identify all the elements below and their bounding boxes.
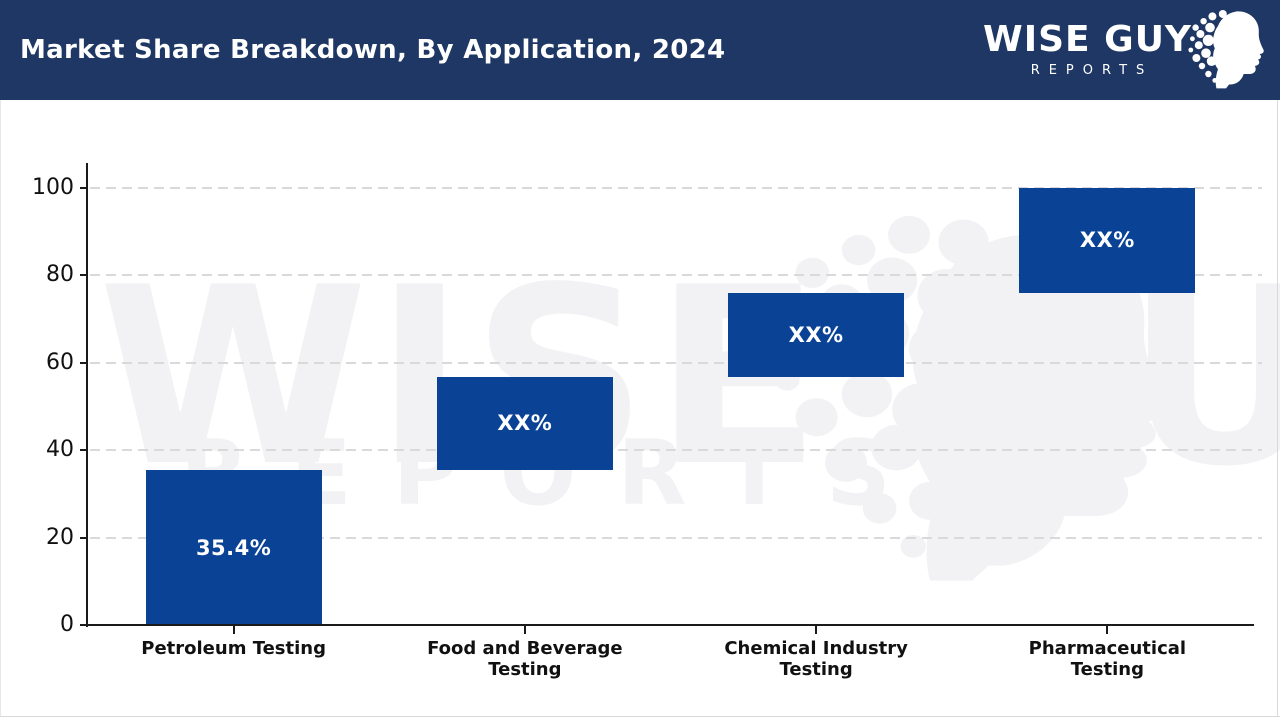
gridline-40 (90, 449, 1262, 451)
gridline-20 (90, 536, 1262, 539)
page-border-bottom (0, 716, 1280, 717)
y-tick-label: 0 (60, 612, 74, 637)
y-tick (80, 274, 88, 276)
x-tick (523, 626, 526, 634)
y-tick-label: 60 (46, 349, 74, 375)
page-border-left (0, 100, 1, 716)
x-category-label: Petroleum Testing (141, 638, 326, 659)
x-category-label: Chemical Industry Testing (724, 638, 908, 680)
bar-1 (145, 470, 322, 625)
y-tick (80, 624, 88, 626)
gridline-80 (90, 274, 1262, 276)
y-tick (80, 449, 88, 451)
x-tick (232, 626, 235, 634)
x-tick (1106, 626, 1109, 634)
y-tick-label: 20 (46, 524, 74, 550)
bar-value-label: XX% (497, 411, 553, 436)
bar-4 (1019, 187, 1196, 294)
x-tick (815, 626, 818, 634)
x-axis (86, 624, 1254, 626)
y-tick-label: 40 (46, 437, 74, 462)
y-tick (80, 186, 88, 189)
watermark-face-icon (774, 215, 1171, 581)
page-border-right (1277, 100, 1278, 716)
bar-2 (436, 376, 613, 471)
y-tick (80, 536, 88, 539)
bar-value-label: XX% (788, 322, 844, 347)
gridline-60 (90, 361, 1262, 364)
header-bar: Market Share Breakdown, By Application, … (0, 0, 1280, 100)
logo-subtext: REPORTS (1030, 63, 1154, 78)
bar-3 (728, 293, 905, 377)
page-title: Market Share Breakdown, By Application, … (20, 35, 726, 65)
logo-text: WISE GUY REPORTS (982, 19, 1192, 79)
x-category-label: Pharmaceutical Testing (1028, 638, 1187, 680)
y-tick-label: 100 (32, 174, 74, 200)
wiseguy-logo: WISE GUY REPORTS (983, 6, 1266, 94)
x-category-label: Food and Beverage Testing (427, 638, 623, 680)
bar-value-label: XX% (1079, 228, 1135, 253)
logo-face-icon (1188, 10, 1264, 89)
y-tick-label: 80 (46, 262, 74, 287)
gridline-100 (90, 186, 1262, 189)
y-axis (86, 163, 88, 627)
logo-wordmark: WISE GUY (982, 19, 1192, 60)
bar-value-label: 35.4% (195, 535, 272, 560)
y-tick (80, 361, 88, 364)
